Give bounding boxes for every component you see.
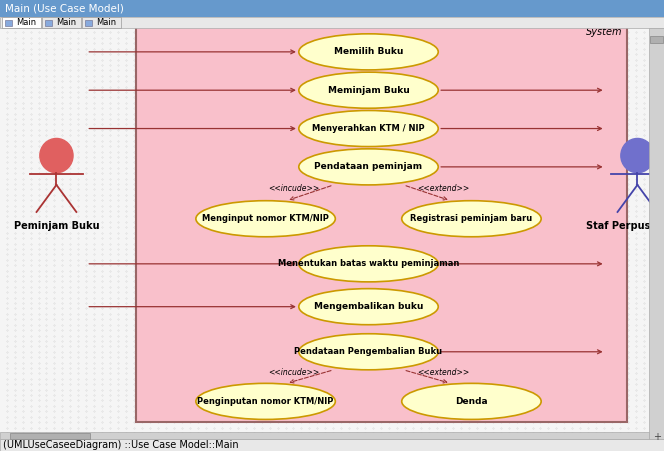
Ellipse shape bbox=[40, 138, 73, 173]
FancyBboxPatch shape bbox=[2, 17, 41, 28]
Text: Penginputan nomor KTM/NIP: Penginputan nomor KTM/NIP bbox=[197, 397, 334, 406]
FancyBboxPatch shape bbox=[10, 433, 90, 439]
Ellipse shape bbox=[299, 334, 438, 370]
FancyBboxPatch shape bbox=[136, 25, 627, 422]
Text: <<incude>>: <<incude>> bbox=[268, 368, 319, 377]
FancyBboxPatch shape bbox=[649, 28, 664, 439]
Text: Meminjam Buku: Meminjam Buku bbox=[327, 86, 410, 95]
Ellipse shape bbox=[299, 289, 438, 325]
Ellipse shape bbox=[299, 72, 438, 108]
Text: Menentukan batas waktu peminjaman: Menentukan batas waktu peminjaman bbox=[278, 259, 459, 268]
Text: Peminjam Buku: Peminjam Buku bbox=[14, 221, 99, 231]
FancyBboxPatch shape bbox=[85, 20, 92, 26]
Text: Menginput nomor KTM/NIP: Menginput nomor KTM/NIP bbox=[202, 214, 329, 223]
Text: Main: Main bbox=[17, 18, 37, 27]
Ellipse shape bbox=[196, 383, 335, 419]
Text: Memilih Buku: Memilih Buku bbox=[334, 47, 403, 56]
Text: +: + bbox=[653, 432, 661, 442]
FancyBboxPatch shape bbox=[0, 439, 664, 451]
Ellipse shape bbox=[299, 149, 438, 185]
FancyBboxPatch shape bbox=[650, 36, 663, 43]
Text: (UMLUseCaseeDiagram) ::Use Case Model::Main: (UMLUseCaseeDiagram) ::Use Case Model::M… bbox=[3, 440, 239, 450]
FancyBboxPatch shape bbox=[0, 17, 664, 28]
Text: Staf Perpustakaan: Staf Perpustakaan bbox=[586, 221, 664, 231]
FancyBboxPatch shape bbox=[42, 17, 81, 28]
FancyBboxPatch shape bbox=[5, 20, 12, 26]
Text: Main (Use Case Model): Main (Use Case Model) bbox=[5, 4, 124, 14]
Text: System: System bbox=[586, 27, 622, 37]
Text: Registrasi peminjam baru: Registrasi peminjam baru bbox=[410, 214, 533, 223]
FancyBboxPatch shape bbox=[82, 17, 121, 28]
Text: Pendataan peminjam: Pendataan peminjam bbox=[315, 162, 422, 171]
Ellipse shape bbox=[402, 383, 541, 419]
Text: <<extend>>: <<extend>> bbox=[418, 368, 469, 377]
Text: Main: Main bbox=[56, 18, 76, 27]
Ellipse shape bbox=[196, 201, 335, 237]
Ellipse shape bbox=[621, 138, 654, 173]
Text: Denda: Denda bbox=[455, 397, 488, 406]
FancyBboxPatch shape bbox=[45, 20, 52, 26]
FancyBboxPatch shape bbox=[0, 0, 664, 17]
Text: <<incude>>: <<incude>> bbox=[268, 184, 319, 193]
Ellipse shape bbox=[299, 34, 438, 70]
Text: Main: Main bbox=[96, 18, 116, 27]
Text: Menyerahkan KTM / NIP: Menyerahkan KTM / NIP bbox=[312, 124, 425, 133]
Ellipse shape bbox=[299, 110, 438, 147]
FancyBboxPatch shape bbox=[0, 432, 649, 439]
Text: <<extend>>: <<extend>> bbox=[418, 184, 469, 193]
Ellipse shape bbox=[402, 201, 541, 237]
Text: Mengembalikan buku: Mengembalikan buku bbox=[314, 302, 423, 311]
Ellipse shape bbox=[299, 246, 438, 282]
Text: Pendataan Pengembalian Buku: Pendataan Pengembalian Buku bbox=[294, 347, 443, 356]
